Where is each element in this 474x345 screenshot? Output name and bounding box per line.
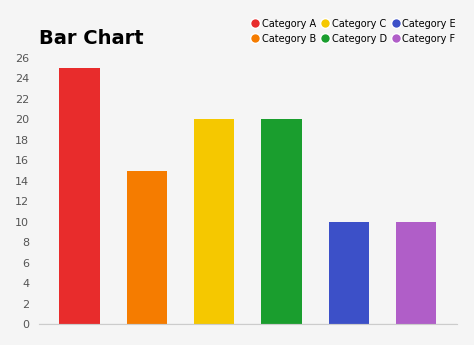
Bar [194,119,234,324]
Bar [328,222,369,324]
Bar [59,68,100,324]
Bar [127,170,167,324]
Legend: Category A, Category B, Category C, Category D, Category E, Category F: Category A, Category B, Category C, Cate… [247,15,460,48]
Text: Bar Chart: Bar Chart [39,29,144,48]
Bar [261,119,301,324]
Bar [396,222,436,324]
